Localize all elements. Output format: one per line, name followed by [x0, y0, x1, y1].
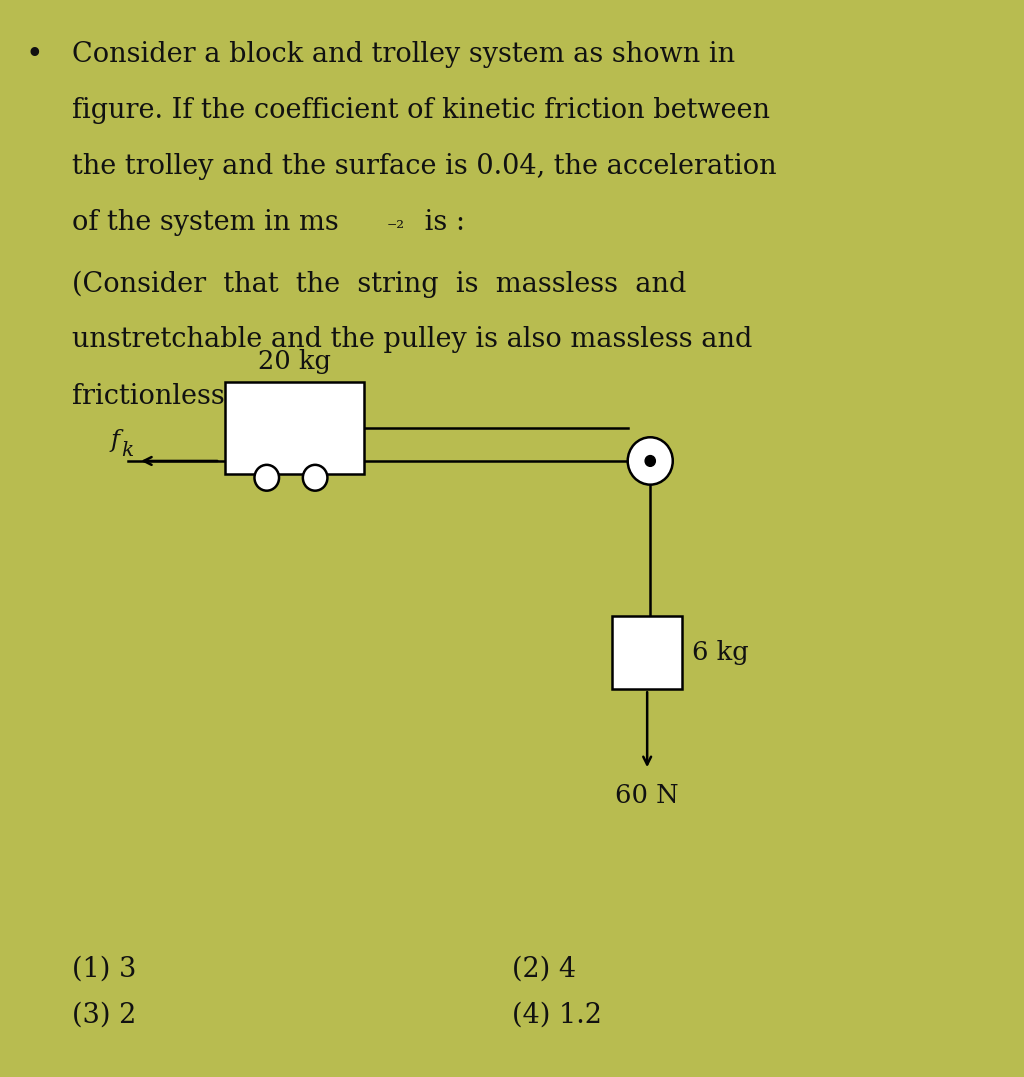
- Text: (1) 3: (1) 3: [72, 955, 136, 982]
- Text: is :: is :: [416, 209, 465, 236]
- Text: the trolley and the surface is 0.04, the acceleration: the trolley and the surface is 0.04, the…: [72, 153, 776, 180]
- Text: (Consider  that  the  string  is  massless  and: (Consider that the string is massless an…: [72, 270, 686, 297]
- Text: 20 kg: 20 kg: [258, 349, 331, 374]
- Text: (2) 4: (2) 4: [512, 955, 577, 982]
- Text: 60 N: 60 N: [615, 783, 679, 808]
- Text: f: f: [111, 430, 120, 452]
- Text: ⁻²: ⁻²: [387, 220, 406, 238]
- Text: figure. If the coefficient of kinetic friction between: figure. If the coefficient of kinetic fr…: [72, 97, 770, 124]
- Text: •: •: [26, 41, 43, 69]
- Bar: [612, 616, 682, 689]
- Text: 6 kg: 6 kg: [692, 640, 749, 666]
- Circle shape: [628, 437, 673, 485]
- Text: unstretchable and the pulley is also massless and: unstretchable and the pulley is also mas…: [72, 326, 752, 353]
- Circle shape: [254, 465, 279, 491]
- Bar: [225, 382, 364, 474]
- Circle shape: [645, 456, 655, 466]
- Text: (4) 1.2: (4) 1.2: [512, 1002, 602, 1029]
- Text: (3) 2: (3) 2: [72, 1002, 136, 1029]
- Circle shape: [303, 465, 328, 491]
- Text: of the system in ms: of the system in ms: [72, 209, 338, 236]
- Text: frictionless) :: frictionless) :: [72, 382, 253, 409]
- Text: k: k: [121, 440, 133, 460]
- Text: Consider a block and trolley system as shown in: Consider a block and trolley system as s…: [72, 41, 735, 68]
